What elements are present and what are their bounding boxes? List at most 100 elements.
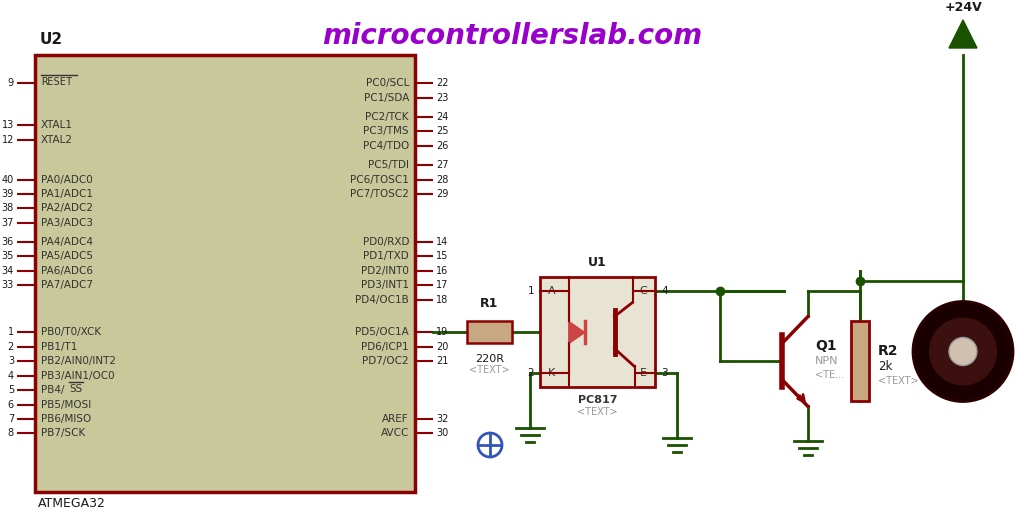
Bar xyxy=(467,321,512,344)
Text: 3: 3 xyxy=(662,369,668,379)
Text: PB7/SCK: PB7/SCK xyxy=(41,428,85,438)
Text: 37: 37 xyxy=(2,218,14,228)
Text: PB1/T1: PB1/T1 xyxy=(41,342,78,352)
Text: Q1: Q1 xyxy=(815,340,837,354)
Text: 7: 7 xyxy=(8,414,14,424)
Text: 25: 25 xyxy=(436,126,449,136)
Bar xyxy=(35,55,415,492)
Bar xyxy=(540,278,655,387)
Text: 15: 15 xyxy=(436,252,449,262)
Text: A: A xyxy=(548,287,556,296)
Text: 1: 1 xyxy=(527,287,534,296)
Text: 32: 32 xyxy=(436,414,449,424)
Circle shape xyxy=(913,302,1013,401)
Text: PD4/OC1B: PD4/OC1B xyxy=(355,295,409,305)
Text: 9: 9 xyxy=(8,79,14,88)
Text: PB3/AIN1/OC0: PB3/AIN1/OC0 xyxy=(41,371,115,381)
Text: XTAL2: XTAL2 xyxy=(41,135,73,145)
Text: PD3/INT1: PD3/INT1 xyxy=(361,280,409,290)
Text: PC1/SDA: PC1/SDA xyxy=(364,93,409,103)
Text: PA7/ADC7: PA7/ADC7 xyxy=(41,280,93,290)
Text: NPN: NPN xyxy=(815,357,839,367)
Text: PC6/TOSC1: PC6/TOSC1 xyxy=(350,175,409,185)
Text: 17: 17 xyxy=(436,280,449,290)
Text: <TE...: <TE... xyxy=(815,370,844,381)
Text: 36: 36 xyxy=(2,237,14,247)
Text: PA0/ADC0: PA0/ADC0 xyxy=(41,175,93,185)
Text: RESET: RESET xyxy=(41,77,73,87)
Text: PB6/MISO: PB6/MISO xyxy=(41,414,91,424)
Text: PD0/RXD: PD0/RXD xyxy=(362,237,409,247)
Text: PD7/OC2: PD7/OC2 xyxy=(362,356,409,366)
Circle shape xyxy=(949,337,977,366)
Text: PD6/ICP1: PD6/ICP1 xyxy=(361,342,409,352)
Text: PC4/TDO: PC4/TDO xyxy=(362,141,409,151)
Text: 13: 13 xyxy=(2,120,14,130)
Text: <TEXT>: <TEXT> xyxy=(578,408,617,418)
Text: 3: 3 xyxy=(8,356,14,366)
Text: PA1/ADC1: PA1/ADC1 xyxy=(41,189,93,199)
Text: 8: 8 xyxy=(8,428,14,438)
Text: R1: R1 xyxy=(480,297,499,310)
Text: 220R: 220R xyxy=(475,355,504,365)
Polygon shape xyxy=(568,321,585,344)
Circle shape xyxy=(929,318,997,385)
Text: PD1/TXD: PD1/TXD xyxy=(364,252,409,262)
Bar xyxy=(851,321,869,401)
Text: <TEXT>: <TEXT> xyxy=(469,366,510,375)
Text: PC0/SCL: PC0/SCL xyxy=(366,79,409,88)
Text: 5: 5 xyxy=(8,385,14,395)
Text: R2: R2 xyxy=(878,344,898,358)
Text: PB0/T0/XCK: PB0/T0/XCK xyxy=(41,328,101,337)
Text: 16: 16 xyxy=(436,266,449,276)
Text: 27: 27 xyxy=(436,160,449,170)
Text: 35: 35 xyxy=(2,252,14,262)
Text: 18: 18 xyxy=(436,295,449,305)
Text: PA5/ADC5: PA5/ADC5 xyxy=(41,252,93,262)
Text: PA3/ADC3: PA3/ADC3 xyxy=(41,218,93,228)
Text: 4: 4 xyxy=(662,287,668,296)
Text: 20: 20 xyxy=(436,342,449,352)
Text: microcontrollerslab.com: microcontrollerslab.com xyxy=(322,22,702,50)
Text: PC7/TOSC2: PC7/TOSC2 xyxy=(350,189,409,199)
Text: PC817: PC817 xyxy=(578,396,617,406)
Text: 1: 1 xyxy=(8,328,14,337)
Text: 2k: 2k xyxy=(878,360,892,373)
Text: 2: 2 xyxy=(8,342,14,352)
Text: XTAL1: XTAL1 xyxy=(41,120,73,130)
Text: PD5/OC1A: PD5/OC1A xyxy=(355,328,409,337)
Text: 23: 23 xyxy=(436,93,449,103)
Text: PC5/TDI: PC5/TDI xyxy=(368,160,409,170)
Text: AVCC: AVCC xyxy=(381,428,409,438)
Text: 19: 19 xyxy=(436,328,449,337)
Text: 34: 34 xyxy=(2,266,14,276)
Text: 29: 29 xyxy=(436,189,449,199)
Text: U2: U2 xyxy=(40,32,63,47)
Text: 24: 24 xyxy=(436,112,449,122)
Text: 12: 12 xyxy=(2,135,14,145)
Text: PB5/MOSI: PB5/MOSI xyxy=(41,399,91,410)
Text: 39: 39 xyxy=(2,189,14,199)
Text: 40: 40 xyxy=(2,175,14,185)
Text: PB2/AIN0/INT2: PB2/AIN0/INT2 xyxy=(41,356,116,366)
Text: PC2/TCK: PC2/TCK xyxy=(366,112,409,122)
Text: PC3/TMS: PC3/TMS xyxy=(364,126,409,136)
Text: 33: 33 xyxy=(2,280,14,290)
Text: 4: 4 xyxy=(8,371,14,381)
Text: SS: SS xyxy=(69,384,82,394)
Text: PA2/ADC2: PA2/ADC2 xyxy=(41,203,93,213)
Polygon shape xyxy=(949,20,977,48)
Text: 6: 6 xyxy=(8,399,14,410)
Text: 26: 26 xyxy=(436,141,449,151)
Text: K: K xyxy=(548,369,555,379)
Text: AREF: AREF xyxy=(382,414,409,424)
Text: 21: 21 xyxy=(436,356,449,366)
Text: +24V: +24V xyxy=(944,1,982,14)
Text: 28: 28 xyxy=(436,175,449,185)
Text: C: C xyxy=(639,287,647,296)
Text: PA4/ADC4: PA4/ADC4 xyxy=(41,237,93,247)
Text: 22: 22 xyxy=(436,79,449,88)
Text: U1: U1 xyxy=(588,256,607,269)
Text: ATMEGA32: ATMEGA32 xyxy=(38,497,105,510)
Text: 30: 30 xyxy=(436,428,449,438)
